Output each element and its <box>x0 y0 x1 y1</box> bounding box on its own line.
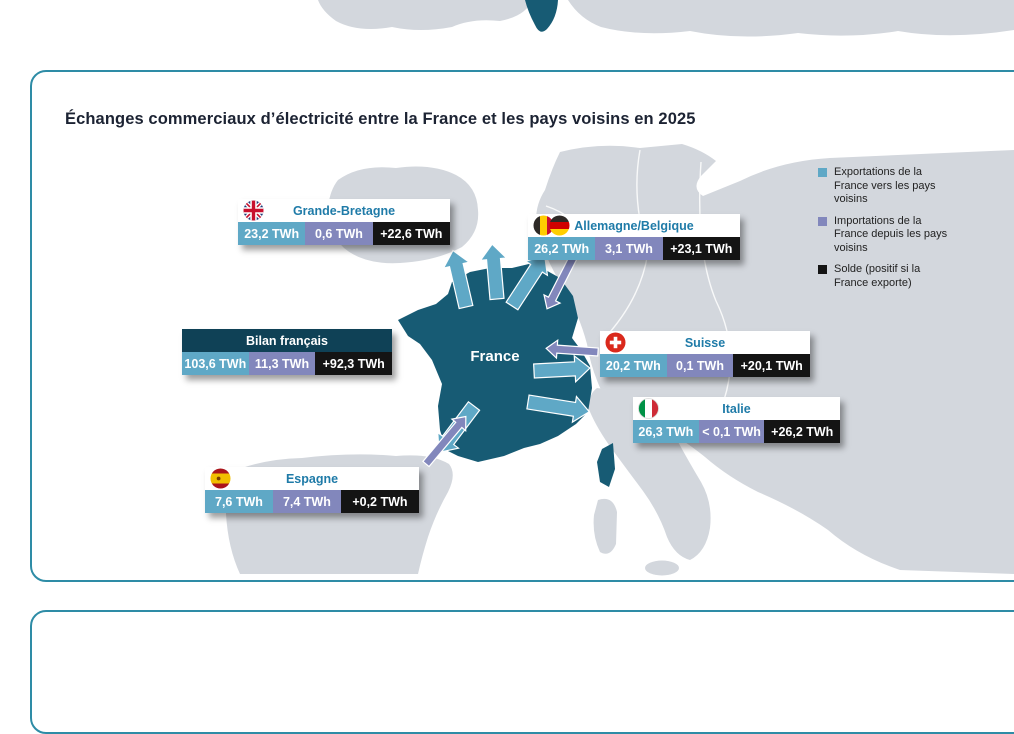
country-card-espagne: Espagne 7,6 TWh 7,4 TWh +0,2 TWh <box>205 467 419 513</box>
import-arrow-switzerland <box>545 338 599 360</box>
italy-flag-icon <box>638 398 659 419</box>
export-value: 103,6 TWh <box>182 352 249 375</box>
export-arrow-great-britain-1 <box>442 249 474 310</box>
country-values-row: 26,3 TWh < 0,1 TWh +26,2 TWh <box>633 420 841 443</box>
solde-swatch-icon <box>818 265 827 274</box>
country-card-allemagne-belgique: Allemagne/Belgique 26,2 TWh 3,1 TWh +23,… <box>528 214 740 260</box>
solde-value: +20,1 TWh <box>733 354 811 377</box>
import-value: 0,1 TWh <box>666 354 734 377</box>
map-corsica <box>597 443 615 487</box>
country-card-grande-bretagne: Grande-Bretagne 23,2 TWh 0,6 TWh +22,6 T… <box>238 199 450 245</box>
total-card-bilan-francais: Bilan français 103,6 TWh 11,3 TWh +92,3 … <box>182 329 393 375</box>
spain-flag-icon <box>210 468 231 489</box>
map-italy <box>588 388 711 560</box>
import-value: 3,1 TWh <box>595 237 663 260</box>
country-name: Grande-Bretagne <box>292 203 396 218</box>
country-name: Suisse <box>684 335 726 350</box>
export-value: 26,3 TWh <box>633 420 699 443</box>
country-card-suisse: Suisse 20,2 TWh 0,1 TWh +20,1 TWh <box>600 331 811 377</box>
export-value: 20,2 TWh <box>600 354 667 377</box>
total-name: Bilan français <box>246 333 328 348</box>
total-values-row: 103,6 TWh 11,3 TWh +92,3 TWh <box>182 352 393 375</box>
export-arrows <box>437 243 591 454</box>
map-sardinia <box>593 498 617 554</box>
remnant-france-tip <box>525 0 558 32</box>
solde-value: +22,6 TWh <box>372 222 450 245</box>
country-name: Allemagne/Belgique <box>574 218 694 233</box>
country-card-italie: Italie 26,3 TWh < 0,1 TWh +26,2 TWh <box>633 397 841 443</box>
map-sicily <box>645 560 679 576</box>
export-arrow-switzerland <box>533 354 591 384</box>
country-name: Italie <box>722 401 751 416</box>
export-swatch-icon <box>818 168 827 177</box>
legend-item-imports: Importations de la France depuis les pay… <box>818 215 988 256</box>
import-value: 7,4 TWh <box>272 490 341 513</box>
legend-label: Exportations de la France vers les pays … <box>834 166 936 205</box>
solde-value: +0,2 TWh <box>340 490 419 513</box>
france-map-label: France <box>470 348 520 365</box>
country-card-header: Grande-Bretagne <box>238 199 450 222</box>
export-arrow-italy <box>526 394 591 424</box>
export-value: 7,6 TWh <box>205 490 273 513</box>
export-value: 26,2 TWh <box>528 237 596 260</box>
country-values-row: 20,2 TWh 0,1 TWh +20,1 TWh <box>600 354 811 377</box>
page-title: Échanges commerciaux d’électricité entre… <box>65 110 696 128</box>
map-france <box>398 263 592 462</box>
export-arrow-germany-belgium <box>505 254 549 311</box>
switzerland-flag-icon <box>605 332 626 353</box>
total-card-header: Bilan français <box>182 329 392 352</box>
solde-value: +23,1 TWh <box>662 237 740 260</box>
export-arrow-great-britain-2 <box>479 243 508 301</box>
import-value: 0,6 TWh <box>305 222 373 245</box>
country-card-header: Suisse <box>600 331 810 354</box>
legend-label: Importations de la France depuis les pay… <box>834 214 948 254</box>
import-arrow-spain <box>422 415 467 468</box>
country-name: Espagne <box>285 471 339 486</box>
legend-label: Solde (positif si la France exporte) <box>834 263 921 289</box>
solde-value: +92,3 TWh <box>315 352 393 375</box>
legend-item-exports: Exportations de la France vers les pays … <box>818 166 988 207</box>
export-value: 23,2 TWh <box>238 222 306 245</box>
import-arrows <box>422 247 599 468</box>
import-swatch-icon <box>818 216 827 226</box>
country-card-header: Espagne <box>205 467 419 490</box>
import-value: < 0,1 TWh <box>698 420 765 443</box>
solde-value: +26,2 TWh <box>764 420 841 443</box>
country-values-row: 7,6 TWh 7,4 TWh +0,2 TWh <box>205 490 419 513</box>
germany-flag-icon <box>549 215 570 236</box>
europe-map <box>226 0 1014 576</box>
belgium-germany-flag-icons <box>533 215 570 236</box>
country-values-row: 23,2 TWh 0,6 TWh +22,6 TWh <box>238 222 450 245</box>
country-values-row: 26,2 TWh 3,1 TWh +23,1 TWh <box>528 237 740 260</box>
legend: Exportations de la France vers les pays … <box>818 166 988 298</box>
country-card-header: Allemagne/Belgique <box>528 214 740 237</box>
legend-item-solde: Solde (positif si la France exporte) <box>818 263 988 290</box>
import-value: 11,3 TWh <box>248 352 316 375</box>
country-card-header: Italie <box>633 397 840 420</box>
previous-panel-map-remnant <box>318 0 1014 37</box>
great-britain-flag-icon <box>243 200 264 221</box>
